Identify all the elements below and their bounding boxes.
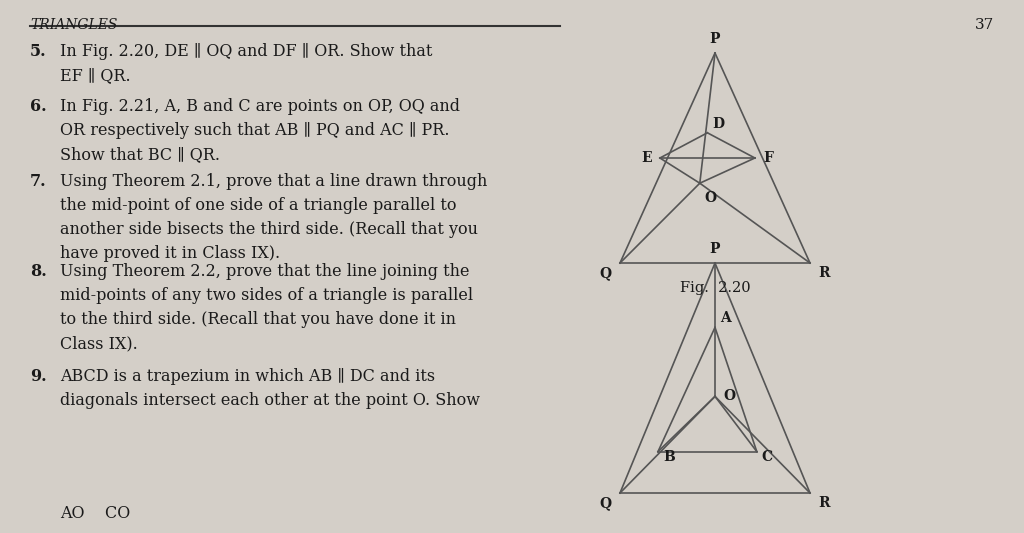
Text: In Fig. 2.21, A, B and C are points on OP, OQ and
OR respectively such that AB ∥: In Fig. 2.21, A, B and C are points on O… xyxy=(60,98,460,163)
Text: A: A xyxy=(720,311,731,326)
Text: Q: Q xyxy=(600,266,612,280)
Text: ABCD is a trapezium in which AB ∥ DC and its
diagonals intersect each other at t: ABCD is a trapezium in which AB ∥ DC and… xyxy=(60,368,480,409)
Text: P: P xyxy=(710,32,720,46)
Text: Using Theorem 2.1, prove that a line drawn through
the mid-point of one side of : Using Theorem 2.1, prove that a line dra… xyxy=(60,173,487,262)
Text: 5.: 5. xyxy=(30,43,47,60)
Text: F: F xyxy=(763,151,773,165)
Text: 9.: 9. xyxy=(30,368,47,385)
Text: 7.: 7. xyxy=(30,173,47,190)
Text: B: B xyxy=(663,450,675,464)
Text: 6.: 6. xyxy=(30,98,47,115)
Text: 8.: 8. xyxy=(30,263,47,280)
Text: 37: 37 xyxy=(975,18,994,32)
Text: Fig.  2.20: Fig. 2.20 xyxy=(680,281,751,295)
Text: TRIANGLES: TRIANGLES xyxy=(30,18,118,32)
Text: Using Theorem 2.2, prove that the line joining the
mid-points of any two sides o: Using Theorem 2.2, prove that the line j… xyxy=(60,263,473,352)
Text: AO    CO: AO CO xyxy=(60,505,130,522)
Text: Q: Q xyxy=(600,496,612,510)
Text: O: O xyxy=(723,390,735,403)
Text: D: D xyxy=(713,117,725,131)
Text: R: R xyxy=(818,496,829,510)
Text: O: O xyxy=(705,191,717,205)
Text: In Fig. 2.20, DE ∥ OQ and DF ∥ OR. Show that
EF ∥ QR.: In Fig. 2.20, DE ∥ OQ and DF ∥ OR. Show … xyxy=(60,43,432,84)
Text: E: E xyxy=(641,151,652,165)
Text: C: C xyxy=(762,450,773,464)
Text: P: P xyxy=(710,242,720,256)
Text: R: R xyxy=(818,266,829,280)
